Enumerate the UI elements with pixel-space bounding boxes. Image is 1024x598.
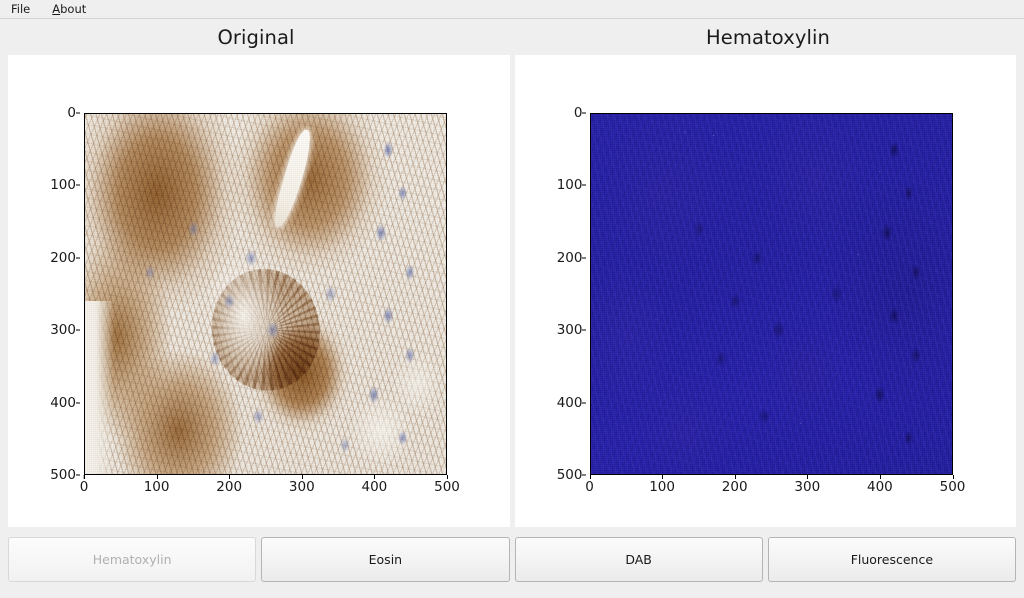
- menu-item-file[interactable]: File: [9, 0, 32, 19]
- panel-hematoxylin: 0 100 200 300 400 500: [514, 55, 1017, 527]
- y-tick-mark: [581, 184, 586, 186]
- y-tick-mark: [76, 329, 80, 331]
- panel-original: 0 100 200 300 400 500: [8, 55, 510, 527]
- x-tick-mark: [952, 475, 954, 479]
- image-grain-layer: [590, 114, 952, 474]
- x-tick-mark: [84, 475, 85, 479]
- y-tick-mark: [76, 112, 80, 114]
- y-tick-mark: [76, 402, 80, 404]
- stain-button-dab[interactable]: DAB: [514, 537, 763, 582]
- y-axis-hematoxylin: 0 100 200 300 400 500: [533, 105, 583, 483]
- x-tick-label: 500: [434, 479, 460, 495]
- y-tick-label: 400: [50, 394, 76, 411]
- x-tick-mark: [662, 475, 664, 479]
- y-tick-label: 0: [573, 105, 583, 121]
- stain-button-fluorescence[interactable]: Fluorescence: [767, 537, 1016, 582]
- y-tick-mark: [76, 257, 80, 259]
- x-tick-label: 200: [216, 479, 243, 495]
- x-tick-mark: [301, 475, 303, 479]
- histology-image-hematoxylin: [590, 114, 952, 474]
- image-grain-layer: [85, 114, 446, 474]
- bright-speck-layer: [590, 114, 952, 474]
- x-tick-mark: [734, 475, 736, 479]
- matplotlib-axes-original: 0 100 200 300 400 500: [8, 55, 510, 527]
- x-tick-mark: [879, 475, 881, 479]
- menu-item-about-accel: A: [52, 1, 61, 16]
- menu-item-about-label: bout: [60, 1, 87, 16]
- x-tick-label: 0: [80, 475, 88, 495]
- x-tick-label: 400: [867, 479, 893, 495]
- y-tick-label: 100: [556, 177, 583, 194]
- x-tick-mark: [447, 475, 448, 479]
- x-tick-mark: [229, 475, 231, 479]
- stain-button-eosin[interactable]: Eosin: [261, 537, 510, 582]
- menu-bar: File About: [0, 0, 1024, 19]
- y-tick-label: 300: [556, 322, 583, 339]
- x-tick-label: 100: [649, 479, 675, 495]
- y-tick-label: 0: [67, 105, 76, 121]
- matplotlib-axes-hematoxylin: 0 100 200 300 400 500: [515, 55, 1017, 527]
- y-axis-original: 0 100 200 300 400 500: [26, 105, 76, 483]
- y-tick-label: 300: [50, 322, 76, 339]
- y-tick-label: 200: [50, 249, 76, 266]
- x-tick-label: 500: [939, 479, 966, 495]
- x-tick-label: 300: [288, 479, 315, 495]
- y-tick-mark: [76, 184, 80, 186]
- image-plot-hematoxylin[interactable]: [589, 113, 953, 475]
- x-tick-mark: [156, 475, 158, 479]
- menu-item-file-label: File: [11, 1, 31, 16]
- panel-titles-row: Original Hematoxylin: [0, 19, 1024, 55]
- x-tick-mark: [374, 475, 376, 479]
- image-cards-row: 0 100 200 300 400 500: [0, 55, 1024, 527]
- x-tick-label: 400: [361, 479, 388, 495]
- y-tick-mark: [76, 474, 80, 476]
- y-tick-mark: [581, 402, 586, 404]
- y-tick-label: 400: [556, 394, 583, 411]
- nuclei-layer: [85, 114, 446, 474]
- y-tick-mark: [581, 329, 586, 331]
- x-axis-original: 0 100 200 300 400 500: [80, 475, 460, 499]
- y-tick-label: 500: [556, 467, 583, 483]
- y-tick-label: 500: [50, 467, 76, 483]
- x-axis-hematoxylin: 0 100 200 300 400 500: [585, 475, 965, 499]
- x-tick-mark: [589, 475, 591, 479]
- panel-title-hematoxylin: Hematoxylin: [706, 25, 830, 49]
- stain-button-hematoxylin[interactable]: Hematoxylin: [8, 537, 257, 582]
- image-plot-original[interactable]: [84, 113, 447, 475]
- x-tick-label: 300: [794, 479, 821, 495]
- panel-title-original: Original: [217, 25, 295, 49]
- stain-selector-bar: Hematoxylin Eosin DAB Fluorescence: [0, 527, 1024, 590]
- y-tick-mark: [581, 474, 586, 476]
- x-tick-label: 200: [721, 479, 748, 495]
- y-tick-label: 100: [50, 177, 76, 194]
- y-tick-mark: [581, 257, 586, 259]
- y-tick-mark: [581, 112, 586, 114]
- x-tick-label: 100: [143, 479, 170, 495]
- histology-image-original: [85, 114, 446, 474]
- x-tick-mark: [807, 475, 809, 479]
- x-tick-label: 0: [585, 479, 594, 495]
- menu-item-about[interactable]: About: [50, 0, 88, 19]
- y-tick-label: 200: [556, 249, 583, 266]
